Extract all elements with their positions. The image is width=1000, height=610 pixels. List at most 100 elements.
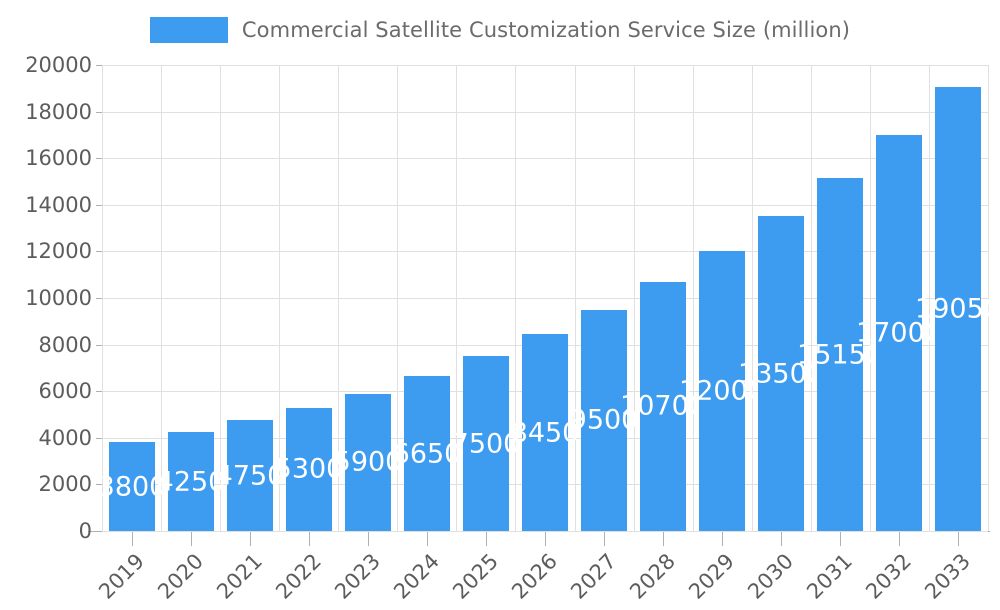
bar-column[interactable]: 10700 (620, 65, 706, 531)
bar[interactable]: 19050 (915, 87, 1000, 531)
x-axis-tick-label: 2019 (93, 549, 149, 604)
bar-column[interactable]: 5300 (275, 65, 343, 531)
bar-column[interactable]: 9500 (570, 65, 638, 531)
y-axis-tick-label: 6000 (38, 379, 92, 404)
y-axis-tick-label: 12000 (25, 239, 92, 264)
x-axis-tick-label: 2020 (152, 549, 208, 604)
bar-column[interactable]: 17000 (856, 65, 942, 531)
bar[interactable]: 12000 (679, 251, 765, 531)
bar-column[interactable]: 5900 (334, 65, 402, 531)
x-axis-tick-mark (958, 532, 959, 546)
y-axis-tick-label: 4000 (38, 425, 92, 450)
gridline-vertical (220, 65, 221, 531)
y-axis-tick-label: 2000 (38, 472, 92, 497)
gridline-vertical (693, 65, 694, 531)
chart-legend: Commercial Satellite Customization Servi… (0, 12, 1000, 48)
y-axis-tick-label: 0 (78, 519, 92, 543)
x-axis-tick-label: 2030 (743, 549, 799, 604)
x-axis-tick-label: 2029 (684, 549, 740, 604)
bar[interactable]: 5300 (275, 407, 343, 531)
x-axis-tick-mark (545, 532, 546, 546)
x-axis-tick-label: 2022 (270, 549, 326, 604)
legend-swatch-icon[interactable] (149, 17, 228, 43)
y-axis-tick-label: 20000 (25, 53, 92, 77)
bar-column[interactable]: 4750 (216, 65, 284, 531)
x-axis-tick-label: 2033 (920, 549, 976, 604)
x-axis-tick-label: 2021 (211, 549, 267, 604)
bar[interactable]: 17000 (856, 134, 942, 531)
gridline-vertical (515, 65, 516, 531)
bar[interactable]: 15150 (797, 178, 883, 531)
bar-column[interactable]: 19050 (915, 65, 1000, 531)
y-axis-tick-label: 14000 (25, 192, 92, 217)
gridline-horizontal (102, 298, 988, 299)
bar[interactable]: 8450 (511, 334, 579, 531)
bar-value-label: 6650 (392, 438, 462, 470)
x-axis-tick-mark (722, 532, 723, 546)
x-axis-tick-mark (840, 532, 841, 546)
bar[interactable]: 9500 (570, 309, 638, 531)
y-axis-tick-label: 16000 (25, 146, 92, 171)
x-axis-tick-mark (781, 532, 782, 546)
bar[interactable]: 10700 (620, 281, 706, 531)
bar-value-label: 8450 (510, 417, 580, 449)
bar[interactable]: 5900 (334, 393, 402, 531)
gridline-vertical (752, 65, 753, 531)
bar[interactable]: 4250 (157, 431, 225, 531)
bar[interactable]: 7500 (452, 356, 520, 531)
bar-column[interactable]: 7500 (452, 65, 520, 531)
gridline-horizontal (102, 204, 988, 206)
gridline-horizontal (102, 111, 988, 113)
y-axis-tick-label: 10000 (25, 286, 92, 310)
x-axis-tick-mark (604, 532, 605, 546)
bar-column[interactable]: 6650 (393, 65, 461, 531)
gridline-vertical (397, 65, 398, 531)
bar[interactable]: 13500 (738, 216, 824, 531)
x-axis-tick-mark (663, 532, 664, 546)
x-axis-tick-label: 2027 (566, 549, 622, 604)
bar-value-label: 5900 (333, 446, 403, 478)
bar-value-label: 3800 (97, 471, 167, 503)
bar-value-label: 4750 (215, 460, 285, 492)
gridline-vertical (988, 65, 989, 531)
bar-column[interactable]: 8450 (511, 65, 579, 531)
y-axis-tick-label: 18000 (25, 99, 92, 124)
gridline-horizontal (102, 251, 988, 253)
gridline-vertical (634, 65, 635, 531)
x-axis-tick-label: 2026 (507, 549, 562, 604)
gridline-horizontal (102, 158, 988, 160)
gridline-vertical (279, 65, 280, 531)
bar-value-label: 9500 (569, 404, 639, 436)
x-axis-tick-mark (132, 532, 133, 546)
gridline-vertical (870, 65, 871, 531)
bar-column[interactable]: 12000 (679, 65, 765, 531)
gridline-horizontal (102, 65, 988, 66)
x-axis-tick-mark (250, 532, 251, 546)
bar-column[interactable]: 3800 (98, 65, 166, 531)
gridline-vertical (929, 65, 930, 531)
x-axis-tick-mark (368, 532, 369, 546)
bar-value-label: 7500 (451, 428, 521, 460)
bar-column[interactable]: 4250 (157, 65, 225, 531)
x-axis-tick-label: 2031 (802, 549, 858, 604)
bar[interactable]: 3800 (98, 442, 166, 531)
bar[interactable]: 4750 (216, 420, 284, 531)
bar[interactable]: 6650 (393, 376, 461, 531)
x-axis-tick-label: 2025 (448, 549, 503, 604)
plot-area: 3800 4250 4750 5300 5900 6650 7500 8450 9500 1070… (98, 65, 1000, 532)
bar-value-label: 4250 (156, 466, 226, 497)
gridline-horizontal (102, 531, 988, 532)
x-axis-tick-mark (899, 532, 900, 546)
x-axis-tick-label: 2023 (329, 549, 385, 604)
gridline-vertical (161, 65, 162, 531)
x-axis-tick-mark (309, 532, 310, 546)
bar-column[interactable]: 13500 (738, 65, 824, 531)
gridline-vertical (338, 65, 339, 531)
bar-column[interactable]: 15150 (797, 65, 883, 531)
x-axis-tick-mark (191, 532, 192, 546)
gridline-vertical (811, 65, 812, 531)
x-axis-tick-label: 2024 (389, 549, 444, 604)
gridline-vertical (102, 65, 103, 531)
x-axis-tick-label: 2032 (861, 549, 917, 604)
